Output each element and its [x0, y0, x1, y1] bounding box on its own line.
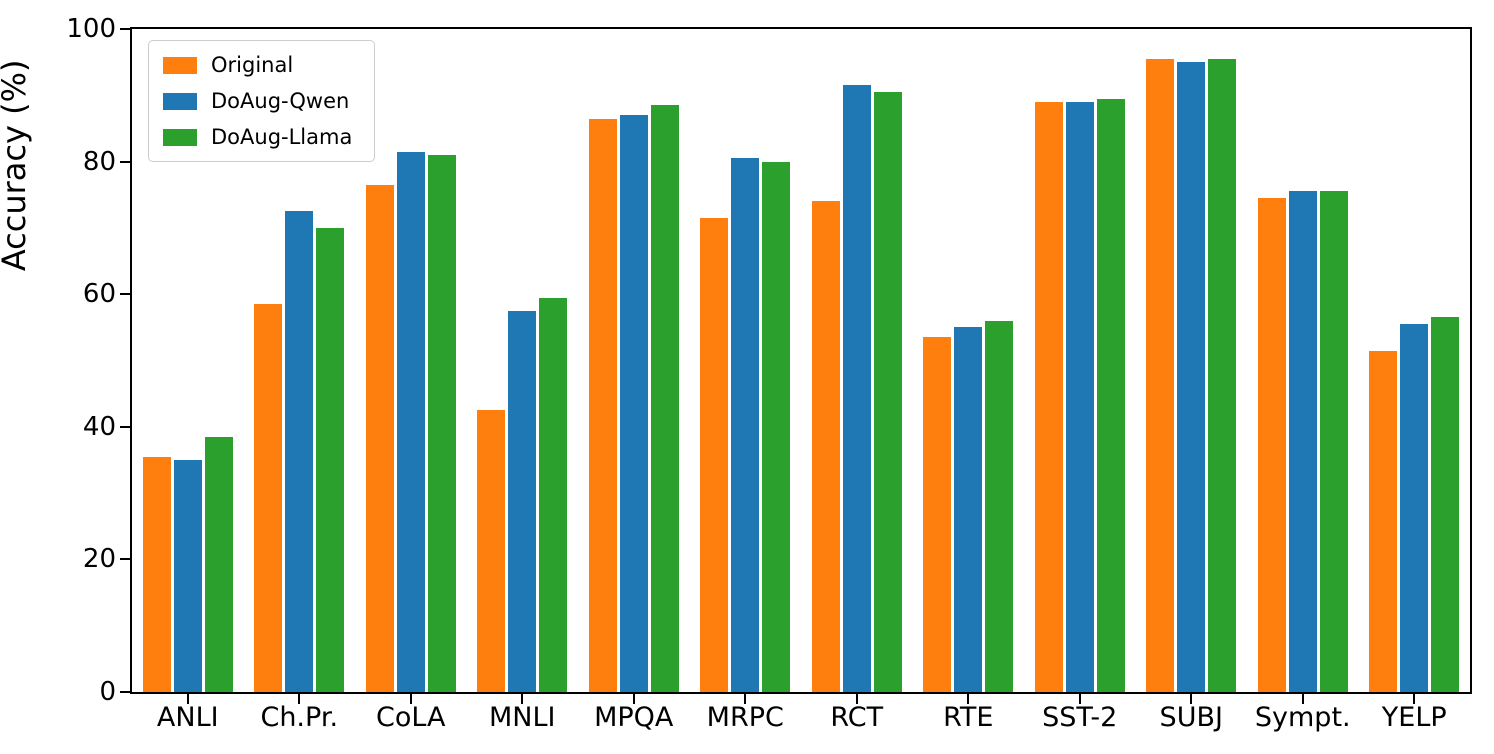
legend-label-doaug-llama: DoAug-Llama: [211, 125, 353, 149]
y-tick-label: 60: [82, 279, 116, 310]
y-tick-mark: [120, 691, 130, 693]
bar-doaug-llama-ch-pr-: [316, 227, 345, 692]
legend: Original DoAug-Qwen DoAug-Llama: [148, 40, 376, 162]
x-tick-label: CoLA: [375, 702, 446, 733]
x-tick-mark: [1301, 694, 1304, 704]
bar-doaug-llama-mrpc: [762, 161, 791, 692]
bar-original-mnli: [477, 410, 506, 692]
y-tick-label: 80: [82, 146, 116, 177]
x-tick-mark: [1190, 694, 1193, 704]
bar-doaug-llama-cola: [427, 154, 456, 692]
bar-original-ch-pr-: [254, 304, 283, 692]
x-tick-mark: [409, 694, 412, 704]
x-tick-mark: [1078, 694, 1081, 704]
x-tick-label: YELP: [1381, 702, 1447, 733]
bar-doaug-qwen-subj: [1177, 62, 1206, 692]
x-tick-label: SST-2: [1042, 702, 1118, 733]
bar-doaug-qwen-sympt-: [1288, 191, 1317, 692]
x-tick-mark: [521, 694, 524, 704]
legend-label-doaug-qwen: DoAug-Qwen: [211, 89, 350, 113]
x-tick-label: MNLI: [489, 702, 556, 733]
x-tick-mark: [298, 694, 301, 704]
plot-area: Original DoAug-Qwen DoAug-Llama 0 20 40 60 8…: [66, 16, 1472, 731]
x-tick-label: Sympt.: [1254, 702, 1351, 733]
legend-item-original: Original: [163, 53, 352, 77]
bar-doaug-qwen-yelp: [1400, 324, 1429, 692]
y-tick-label: 40: [82, 411, 116, 442]
bar-doaug-qwen-anli: [173, 459, 202, 692]
bar-original-sst-2: [1034, 101, 1063, 692]
bar-doaug-llama-subj: [1208, 58, 1237, 692]
bar-original-sympt-: [1257, 198, 1286, 692]
legend-item-doaug-llama: DoAug-Llama: [163, 125, 352, 149]
bar-original-cola: [365, 184, 394, 692]
bar-doaug-llama-mnli: [539, 297, 568, 692]
legend-item-doaug-qwen: DoAug-Qwen: [163, 89, 352, 113]
x-tick-mark: [744, 694, 747, 704]
y-tick-label: 20: [82, 544, 116, 575]
y-tick-label: 0: [99, 677, 116, 707]
y-axis-label: Accuracy (%): [0, 59, 33, 272]
bar-original-yelp: [1369, 350, 1398, 692]
x-tick-label: SUBJ: [1159, 702, 1223, 733]
bar-original-rte: [923, 337, 952, 692]
x-tick-mark: [1413, 694, 1416, 704]
y-tick-mark: [120, 425, 130, 428]
bar-doaug-llama-mpqa: [650, 105, 679, 692]
bar-doaug-llama-sympt-: [1319, 191, 1348, 692]
bar-doaug-qwen-mrpc: [731, 158, 760, 692]
y-tick-mark: [120, 293, 130, 296]
bar-doaug-qwen-ch-pr-: [285, 211, 314, 692]
x-tick-label: RTE: [943, 702, 994, 733]
bar-doaug-llama-rte: [985, 320, 1014, 692]
bar-doaug-qwen-mnli: [508, 310, 537, 692]
bar-original-subj: [1146, 58, 1175, 692]
bar-doaug-llama-sst-2: [1096, 98, 1125, 692]
bar-doaug-llama-anli: [204, 436, 233, 692]
x-tick-label: Ch.Pr.: [260, 702, 339, 733]
x-tick-label: MRPC: [706, 702, 784, 733]
bar-doaug-qwen-rct: [842, 85, 871, 692]
legend-label-original: Original: [211, 53, 294, 77]
bar-doaug-qwen-sst-2: [1065, 101, 1094, 692]
bar-original-mrpc: [700, 217, 729, 692]
legend-swatch-original: [163, 56, 197, 74]
x-tick-label: MPQA: [594, 702, 674, 733]
bar-original-mpqa: [588, 118, 617, 692]
bar-doaug-qwen-cola: [396, 151, 425, 692]
x-tick-mark: [967, 694, 970, 704]
bar-original-rct: [811, 201, 840, 692]
y-tick-mark: [120, 28, 130, 30]
x-tick-mark: [186, 694, 189, 704]
y-tick-label: 100: [66, 14, 116, 44]
x-tick-label: RCT: [830, 702, 884, 733]
bar-doaug-llama-yelp: [1431, 317, 1460, 692]
legend-swatch-doaug-qwen: [163, 92, 197, 110]
bar-doaug-qwen-rte: [954, 327, 983, 692]
legend-swatch-doaug-llama: [163, 128, 197, 146]
x-tick-label: ANLI: [156, 702, 219, 733]
y-tick-mark: [120, 558, 130, 561]
y-tick-mark: [120, 160, 130, 163]
x-tick-mark: [855, 694, 858, 704]
bar-original-anli: [142, 456, 171, 692]
bar-doaug-qwen-mpqa: [619, 115, 648, 692]
x-tick-mark: [632, 694, 635, 704]
bar-doaug-llama-rct: [873, 92, 902, 692]
